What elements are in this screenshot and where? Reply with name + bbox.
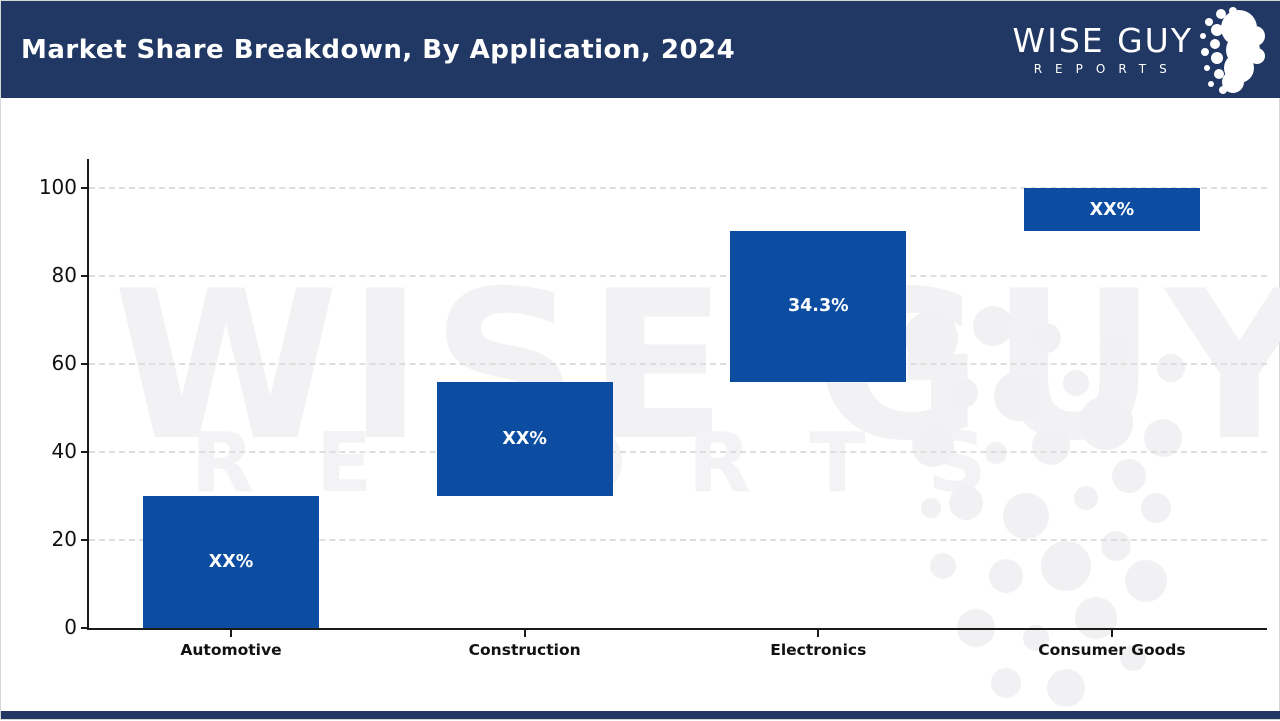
x-category-label: Consumer Goods (1038, 641, 1186, 659)
brand-logo-text: WISE GUY REPORTS (1012, 21, 1193, 77)
grid-line (89, 275, 1267, 278)
brand-name: WISE GUY (1012, 21, 1193, 60)
y-tick-mark (81, 363, 89, 366)
brand-logo: WISE GUY REPORTS (1011, 1, 1271, 98)
y-tick-mark (81, 187, 89, 190)
footer-bar (1, 711, 1280, 719)
waterfall-bar: 34.3% (730, 230, 907, 382)
grid-line (89, 363, 1267, 366)
y-tick-mark (81, 627, 89, 629)
grid-line (89, 187, 1267, 190)
grid-line (89, 539, 1267, 542)
bar-value-label: 34.3% (787, 296, 849, 317)
waterfall-bar: XX% (143, 496, 319, 628)
y-tick-mark (81, 539, 89, 542)
x-axis-line (87, 628, 1267, 630)
x-category-label: Electronics (770, 641, 867, 659)
watermark-text-line1: WISE GUY (113, 248, 1280, 486)
watermark-head-icon (904, 306, 1185, 707)
waterfall-bar: XX% (1023, 188, 1200, 231)
x-category-label: Construction (468, 641, 581, 659)
y-tick-label: 100 (38, 175, 77, 200)
x-tick-mark (523, 630, 526, 637)
y-tick-label: 60 (51, 351, 77, 376)
brand-subname: REPORTS (1033, 62, 1180, 76)
x-category-label: Automotive (180, 641, 282, 659)
x-tick-mark (230, 630, 232, 637)
x-tick-mark (1110, 630, 1113, 637)
waterfall-bar: XX% (436, 381, 613, 497)
y-tick-label: 0 (64, 615, 77, 639)
y-tick-label: 80 (51, 263, 77, 288)
y-tick-mark (81, 275, 89, 278)
y-tick-label: 20 (51, 527, 77, 552)
bar-value-label: XX% (502, 428, 547, 449)
y-tick-label: 40 (51, 439, 77, 464)
grid-line (89, 451, 1267, 454)
y-axis-line (87, 159, 89, 630)
y-tick-mark (81, 451, 89, 454)
chart-title: Market Share Breakdown, By Application, … (21, 35, 736, 65)
bar-value-label: XX% (208, 552, 254, 573)
header-bar: Market Share Breakdown, By Application, … (1, 1, 1280, 98)
dotted-head-icon (1200, 7, 1265, 94)
bar-value-label: XX% (1089, 199, 1135, 220)
x-tick-mark (817, 630, 820, 637)
